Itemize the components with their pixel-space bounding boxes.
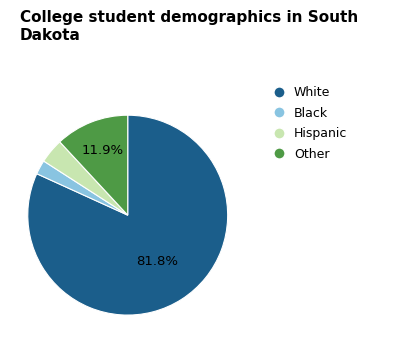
Wedge shape — [60, 115, 128, 215]
Text: 81.8%: 81.8% — [136, 255, 178, 268]
Wedge shape — [28, 115, 228, 315]
Wedge shape — [44, 142, 128, 215]
Text: College student demographics in South Dakota: College student demographics in South Da… — [20, 10, 358, 43]
Text: 11.9%: 11.9% — [81, 144, 123, 156]
Wedge shape — [37, 161, 128, 215]
Legend: White, Black, Hispanic, Other: White, Black, Hispanic, Other — [272, 84, 350, 163]
